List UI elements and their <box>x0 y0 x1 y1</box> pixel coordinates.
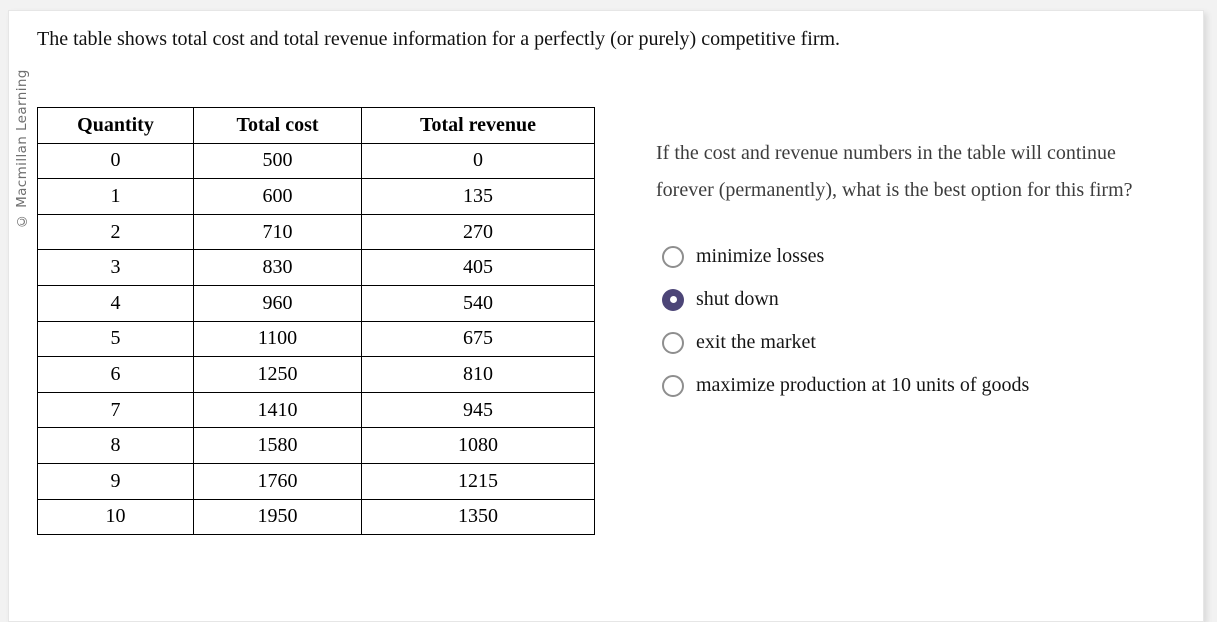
cell-total-cost: 1250 <box>193 356 362 393</box>
col-header-quantity: Quantity <box>37 107 194 144</box>
cell-quantity: 5 <box>37 320 194 358</box>
table-row: 2 710 270 <box>37 213 595 251</box>
cell-total-revenue: 945 <box>361 391 595 429</box>
table-row: 7 1410 945 <box>37 391 595 429</box>
radio-button-icon[interactable] <box>662 245 684 268</box>
radio-option-shut-down[interactable]: shut down <box>662 278 1029 321</box>
cell-total-revenue: 0 <box>361 142 595 180</box>
cell-total-revenue: 810 <box>361 356 595 393</box>
table-row: 6 1250 810 <box>37 356 595 393</box>
table-row: 3 830 405 <box>37 249 595 286</box>
cell-quantity: 6 <box>37 356 194 393</box>
question-prompt: The table shows total cost and total rev… <box>37 28 841 50</box>
table-row: 5 1100 675 <box>37 320 595 358</box>
col-header-total-revenue: Total revenue <box>361 107 595 144</box>
question-card: © Macmillan Learning The table shows tot… <box>8 10 1204 622</box>
table-row: 0 500 0 <box>37 142 595 180</box>
option-label: exit the market <box>696 331 816 353</box>
cell-total-revenue: 1080 <box>361 427 595 464</box>
cell-quantity: 7 <box>37 391 194 429</box>
macmillan-watermark: © Macmillan Learning <box>14 69 30 229</box>
cell-quantity: 10 <box>37 498 194 536</box>
table-header-row: Quantity Total cost Total revenue <box>37 107 595 144</box>
cell-quantity: 0 <box>37 142 194 180</box>
answer-options: minimize losses shut down exit the marke… <box>662 235 1029 407</box>
cell-quantity: 9 <box>37 462 194 500</box>
cell-total-cost: 960 <box>193 284 362 322</box>
cell-total-revenue: 1215 <box>361 462 595 500</box>
cell-total-cost: 1580 <box>193 427 362 464</box>
table-row: 9 1760 1215 <box>37 462 595 500</box>
cell-total-cost: 1410 <box>193 391 362 429</box>
cell-quantity: 1 <box>37 178 194 215</box>
cell-total-revenue: 675 <box>361 320 595 358</box>
table-row: 4 960 540 <box>37 284 595 322</box>
cell-quantity: 8 <box>37 427 194 464</box>
radio-option-exit-the-market[interactable]: exit the market <box>662 321 1029 364</box>
radio-option-maximize-production[interactable]: maximize production at 10 units of goods <box>662 364 1029 407</box>
cost-revenue-table: Quantity Total cost Total revenue 0 500 … <box>37 107 595 536</box>
cell-total-revenue: 1350 <box>361 498 595 536</box>
cell-total-cost: 1100 <box>193 320 362 358</box>
radio-option-minimize-losses[interactable]: minimize losses <box>662 235 1029 278</box>
cell-quantity: 2 <box>37 213 194 251</box>
cell-total-cost: 600 <box>193 178 362 215</box>
radio-button-icon[interactable] <box>662 331 684 354</box>
cell-quantity: 3 <box>37 249 194 286</box>
col-header-total-cost: Total cost <box>193 107 362 144</box>
option-label: minimize losses <box>696 245 825 267</box>
cell-total-cost: 1950 <box>193 498 362 536</box>
option-label: shut down <box>696 288 779 310</box>
table-row: 10 1950 1350 <box>37 498 595 536</box>
cell-total-cost: 500 <box>193 142 362 180</box>
cell-total-cost: 1760 <box>193 462 362 500</box>
cell-total-cost: 710 <box>193 213 362 251</box>
table-row: 8 1580 1080 <box>37 427 595 464</box>
cell-total-revenue: 540 <box>361 284 595 322</box>
cell-total-cost: 830 <box>193 249 362 286</box>
radio-button-icon[interactable] <box>662 288 684 311</box>
radio-button-icon[interactable] <box>662 374 684 397</box>
table-row: 1 600 135 <box>37 178 595 215</box>
option-label: maximize production at 10 units of goods <box>696 374 1030 396</box>
question-text: If the cost and revenue numbers in the t… <box>656 142 1133 201</box>
cell-total-revenue: 270 <box>361 213 595 251</box>
cell-total-revenue: 135 <box>361 178 595 215</box>
cell-total-revenue: 405 <box>361 249 595 286</box>
cell-quantity: 4 <box>37 284 194 322</box>
